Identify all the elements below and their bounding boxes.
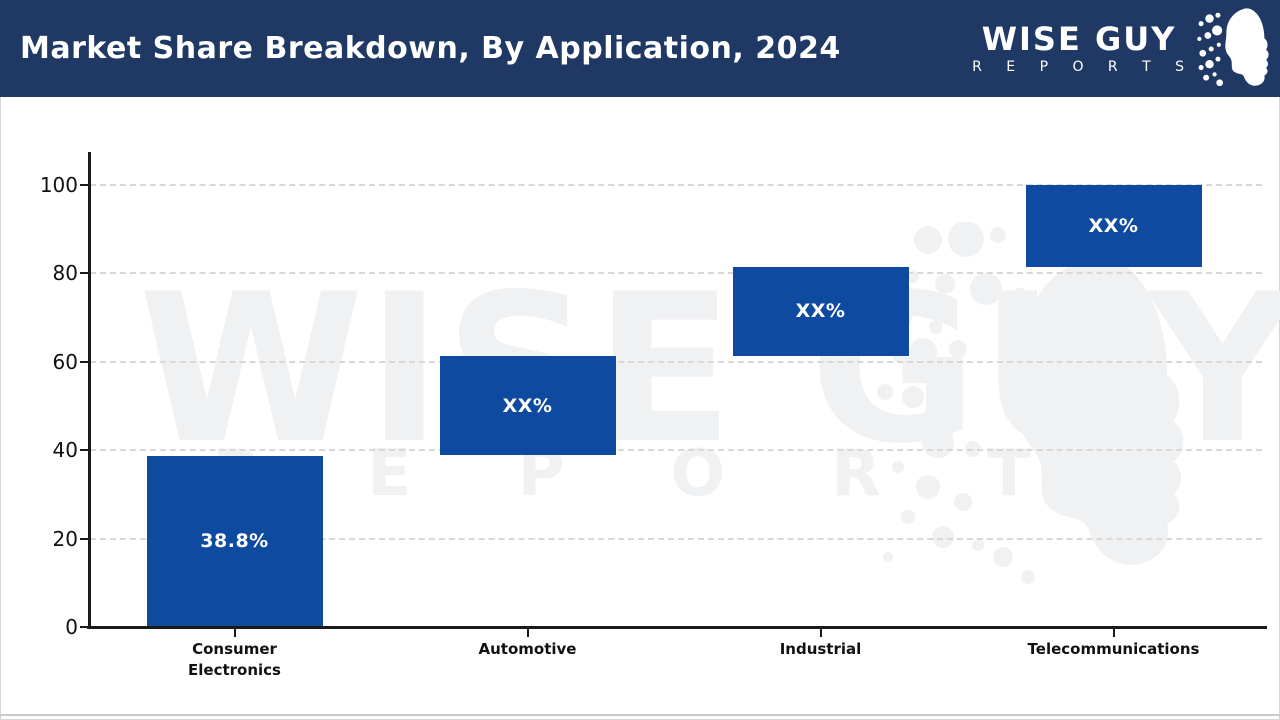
bar-value-label: XX%: [1088, 214, 1139, 237]
header-bar: Market Share Breakdown, By Application, …: [0, 0, 1280, 97]
bar-segment: XX%: [732, 266, 909, 357]
y-axis-tick: [80, 449, 88, 452]
bar-value-label: 38.8%: [200, 530, 269, 553]
page-title: Market Share Breakdown, By Application, …: [20, 31, 841, 66]
wise-guy-logo: WISE GUY R E P O R T S: [964, 4, 1272, 94]
logo-reports-text: R E P O R T S: [972, 59, 1194, 75]
gridline: [90, 272, 1262, 275]
x-axis-tick: [526, 628, 529, 637]
logo-face-icon: [1197, 8, 1269, 87]
y-axis-tick: [80, 272, 88, 275]
x-axis-tick: [819, 628, 822, 637]
x-axis-category-label: Industrial: [779, 640, 862, 658]
x-axis-category-label: Consumer Electronics: [188, 640, 281, 679]
logo-wordmark: WISE GUY: [981, 20, 1177, 58]
bar-segment: 38.8%: [146, 455, 323, 627]
bottom-divider: [0, 714, 1280, 716]
gridline: [90, 449, 1262, 452]
watermark-wordmark: WISE GUY: [138, 251, 1280, 489]
y-axis-line: [88, 152, 91, 628]
watermark-reports-text: R E P O R T S: [212, 437, 1226, 511]
y-axis-tick-label: 20: [52, 526, 78, 551]
x-axis-tick: [233, 628, 236, 637]
x-axis-line: [87, 626, 1267, 629]
x-axis-category-label: Telecommunications: [1027, 640, 1200, 658]
y-axis-tick-label: 60: [52, 349, 78, 374]
y-axis-tick-label: 80: [52, 261, 78, 286]
y-axis-tick: [80, 184, 88, 186]
gridline: [90, 360, 1262, 363]
gridline: [90, 537, 1262, 540]
gridline: [90, 184, 1262, 186]
bar-value-label: XX%: [502, 394, 553, 417]
y-axis-tick: [80, 626, 88, 628]
y-axis-tick: [80, 537, 88, 540]
y-axis-tick-label: 0: [65, 615, 78, 639]
x-axis-category-label: Automotive: [478, 640, 577, 658]
y-axis-tick: [80, 360, 88, 363]
bar-segment: XX%: [1025, 185, 1202, 267]
bar-value-label: XX%: [795, 300, 846, 323]
logo-text: WISE GUY R E P O R T S: [964, 22, 1194, 76]
y-axis-tick-label: 100: [39, 173, 78, 197]
x-axis-tick: [1112, 628, 1115, 637]
y-axis-tick-label: 40: [52, 438, 78, 463]
bar-segment: XX%: [439, 356, 616, 456]
